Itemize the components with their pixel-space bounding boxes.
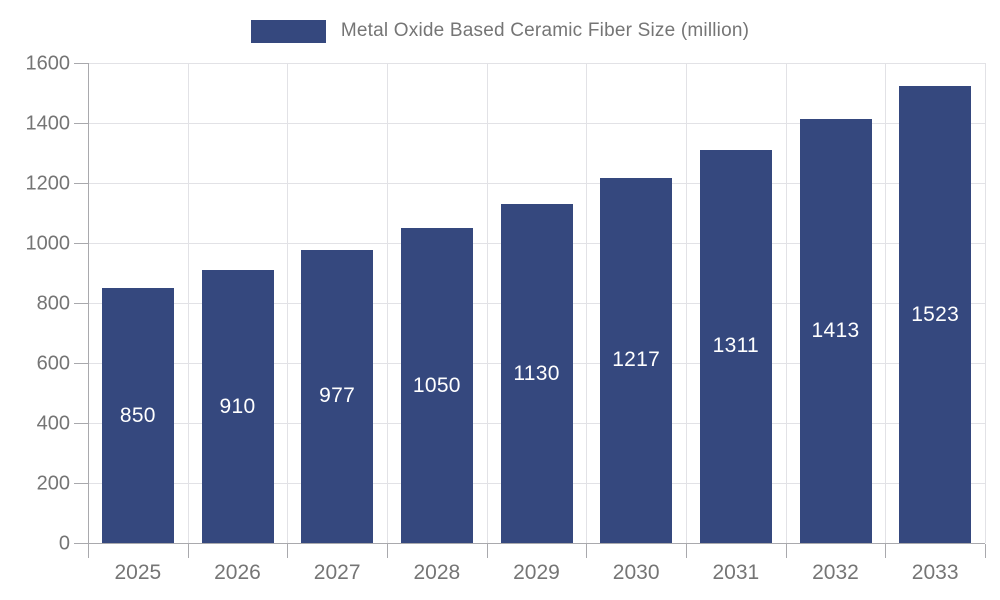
gridline-vertical	[187, 63, 189, 543]
x-axis-tick	[686, 544, 687, 558]
y-axis-tick-label: 1400	[25, 112, 71, 134]
gridline-vertical	[586, 63, 588, 543]
x-axis-tick-label: 2026	[214, 561, 261, 584]
x-axis-tick-label: 2027	[313, 561, 361, 584]
y-axis-tick	[74, 303, 88, 304]
bar-value-label: 1050	[412, 373, 461, 397]
y-axis-tick	[74, 423, 88, 424]
y-axis-tick-label: 1000	[25, 232, 71, 254]
bar: 1217	[600, 177, 673, 543]
y-axis-tick	[74, 483, 88, 484]
y-axis-tick	[74, 243, 88, 244]
gridline-vertical	[885, 63, 887, 543]
y-axis-tick	[74, 123, 88, 124]
x-axis-tick	[486, 544, 488, 558]
x-axis-tick-label: 2032	[812, 561, 859, 584]
x-axis-tick-label: 2031	[712, 561, 760, 584]
bar: 977	[301, 249, 374, 543]
x-axis-tick	[287, 544, 289, 558]
x-axis-tick-label: 2028	[413, 561, 461, 584]
gridline-horizontal	[88, 63, 985, 64]
y-axis-tick-label: 800	[36, 292, 70, 314]
x-axis-tick	[88, 544, 89, 558]
legend-swatch	[250, 19, 326, 43]
gridline-vertical	[287, 63, 289, 543]
x-axis-tick-label: 2030	[612, 561, 660, 584]
legend-item[interactable]: Metal Oxide Based Ceramic Fiber Size (mi…	[250, 19, 750, 43]
y-axis-tick-label: 200	[36, 472, 70, 494]
bar-value-label: 1130	[513, 361, 560, 385]
gridline-vertical	[785, 63, 787, 543]
gridline-vertical	[985, 63, 986, 543]
y-axis-tick-label: 600	[36, 352, 70, 374]
chart-legend: Metal Oxide Based Ceramic Fiber Size (mi…	[0, 14, 1000, 48]
x-axis-tick	[586, 544, 588, 558]
x-axis-tick-label: 2029	[513, 561, 560, 584]
x-axis-line	[88, 543, 985, 544]
bar: 1413	[799, 119, 872, 543]
bar: 1523	[899, 86, 972, 543]
y-axis-tick-label: 400	[36, 412, 70, 434]
x-axis-tick	[985, 544, 986, 558]
y-axis-tick	[74, 183, 88, 184]
x-axis-tick	[387, 544, 388, 558]
gridline-vertical	[686, 63, 687, 543]
y-axis-tick	[74, 363, 88, 364]
x-axis-tick	[785, 544, 787, 558]
bar-value-label: 1311	[712, 334, 759, 358]
x-axis-tick-label: 2033	[911, 561, 959, 584]
y-axis-tick-label: 1600	[25, 52, 71, 74]
y-axis-tick	[74, 543, 88, 544]
gridline-horizontal	[88, 123, 985, 124]
bar-value-label: 850	[119, 403, 156, 427]
bar-value-label: 977	[319, 384, 356, 408]
y-axis-tick-label: 0	[58, 532, 70, 554]
bar: 910	[201, 270, 274, 543]
bar: 1130	[500, 204, 573, 543]
x-axis-tick-label: 2025	[114, 561, 162, 584]
legend-label: Metal Oxide Based Ceramic Fiber Size (mi…	[340, 20, 750, 41]
bar-value-label: 1523	[911, 302, 960, 326]
bar-value-label: 1217	[612, 348, 661, 372]
y-axis-tick	[74, 63, 88, 64]
bar: 850	[101, 288, 174, 543]
x-axis-tick	[187, 544, 189, 558]
gridline-horizontal	[88, 183, 985, 184]
bar: 1311	[699, 149, 772, 543]
y-axis-tick-label: 1200	[25, 172, 71, 194]
bar: 1050	[400, 228, 473, 543]
bar-value-label: 1413	[811, 319, 860, 343]
bar-value-label: 910	[219, 394, 256, 418]
y-axis-line	[88, 63, 89, 544]
gridline-vertical	[387, 63, 388, 543]
x-axis-tick	[885, 544, 887, 558]
gridline-vertical	[486, 63, 488, 543]
